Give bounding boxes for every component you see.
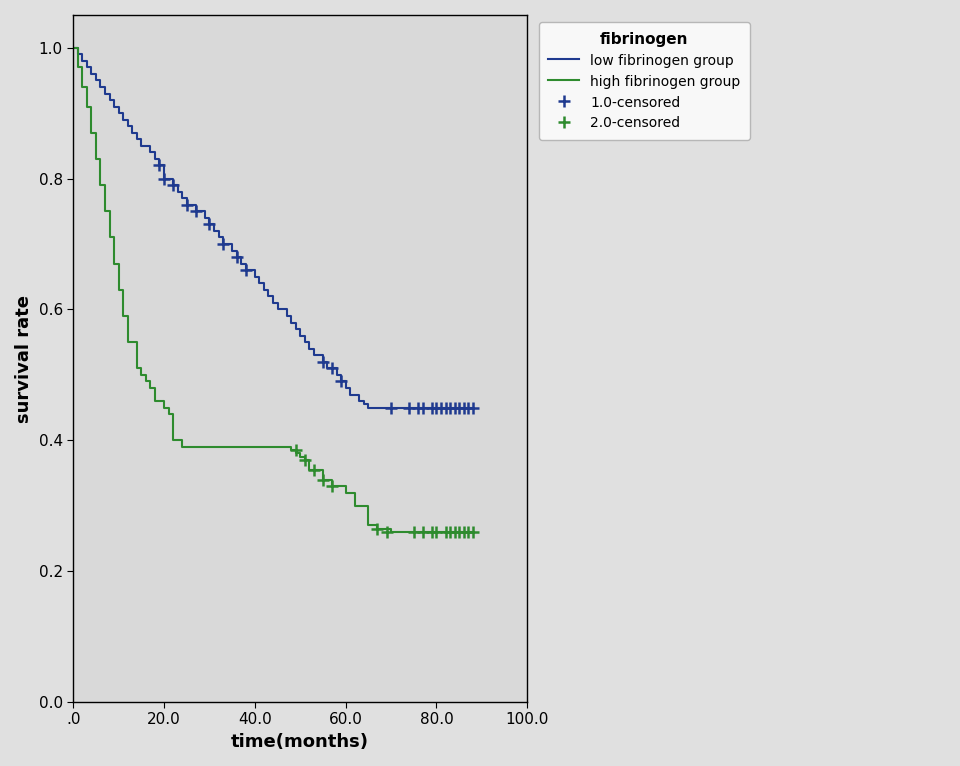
- X-axis label: time(months): time(months): [231, 733, 370, 751]
- Y-axis label: survival rate: survival rate: [15, 294, 33, 423]
- Legend: low fibrinogen group, high fibrinogen group, 1.0-censored, 2.0-censored: low fibrinogen group, high fibrinogen gr…: [539, 22, 750, 140]
